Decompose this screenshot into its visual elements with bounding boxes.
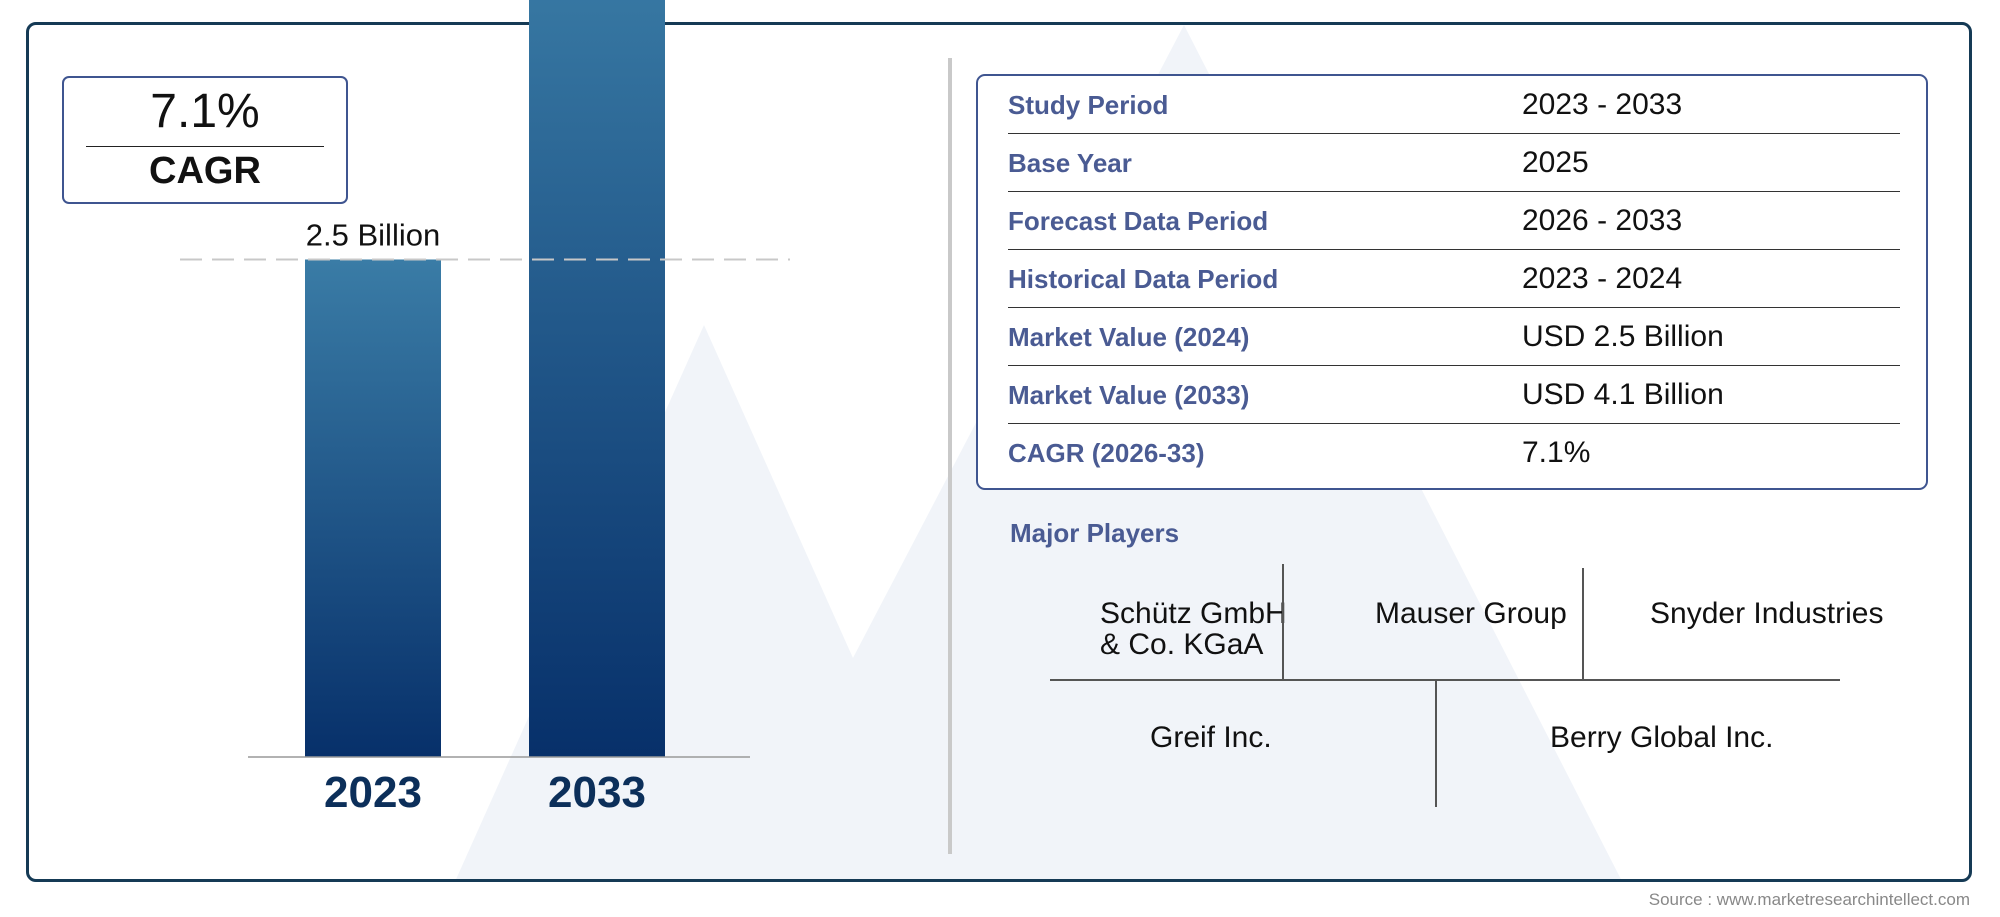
bar-chart: 2.5 Billion20234.1 Billion2033 (180, 0, 790, 817)
players-divider-2 (1582, 568, 1584, 679)
info-row-value: USD 2.5 Billion (1522, 320, 1724, 353)
info-row-label: CAGR (2026-33) (1008, 438, 1205, 468)
info-row-rule (1008, 365, 1900, 366)
player-mauser: Mauser Group (1375, 597, 1567, 630)
section-divider (948, 58, 952, 854)
info-row-value: 2023 - 2024 (1522, 262, 1683, 295)
info-row-label: Base Year (1008, 148, 1132, 178)
cagr-badge: 7.1% CAGR (62, 76, 348, 204)
info-row-label: Market Value (2024) (1008, 322, 1250, 352)
bar-value-label: 2.5 Billion (306, 218, 440, 253)
cagr-divider (86, 146, 324, 147)
bar-2023 (305, 259, 441, 757)
cagr-label: CAGR (149, 150, 261, 192)
info-row-rule (1008, 249, 1900, 250)
info-row-rule (1008, 423, 1900, 424)
info-row: Base Year 2025 (1008, 134, 1900, 192)
players-divider-3 (1435, 679, 1437, 807)
info-row-value: 7.1% (1522, 436, 1591, 469)
info-row: Market Value (2024) USD 2.5 Billion (1008, 308, 1900, 366)
market-info-table: Study Period 2023 - 2033 Base Year 2025 Fore… (976, 74, 1928, 490)
info-row-value: 2025 (1522, 146, 1589, 179)
info-row: Study Period 2023 - 2033 (1008, 76, 1900, 134)
info-row-rule (1008, 133, 1900, 134)
info-row-label: Forecast Data Period (1008, 206, 1269, 236)
major-players-title: Major Players (1010, 518, 1180, 548)
x-tick-label: 2023 (324, 768, 422, 817)
info-row-value: 2026 - 2033 (1522, 204, 1683, 237)
info-row-rule (1008, 191, 1900, 192)
info-row-value: 2023 - 2033 (1522, 88, 1683, 121)
players-divider-h (1050, 679, 1840, 681)
player-greif: Greif Inc. (1150, 721, 1272, 754)
info-row: Market Value (2033) USD 4.1 Billion (1008, 366, 1900, 424)
info-row-label: Market Value (2033) (1008, 380, 1250, 410)
player-berry: Berry Global Inc. (1550, 721, 1774, 754)
cagr-value: 7.1% (150, 85, 260, 138)
bar-2033 (529, 0, 665, 758)
x-tick-label: 2033 (548, 768, 646, 817)
info-row-value: USD 4.1 Billion (1522, 378, 1724, 411)
info-row-rule (1008, 307, 1900, 308)
player-schutz: Schütz GmbH & Co. KGaA (1100, 597, 1287, 661)
info-row-label: Study Period (1008, 90, 1169, 120)
info-row: Historical Data Period 2023 - 2024 (1008, 250, 1900, 308)
info-row-label: Historical Data Period (1008, 264, 1279, 294)
players-divider-1 (1282, 564, 1284, 679)
player-snyder: Snyder Industries (1650, 597, 1884, 630)
info-row: CAGR (2026-33) 7.1% (1008, 424, 1900, 482)
info-row: Forecast Data Period 2026 - 2033 (1008, 192, 1900, 250)
source-note: Source : www.marketresearchintellect.com (1648, 890, 1970, 909)
